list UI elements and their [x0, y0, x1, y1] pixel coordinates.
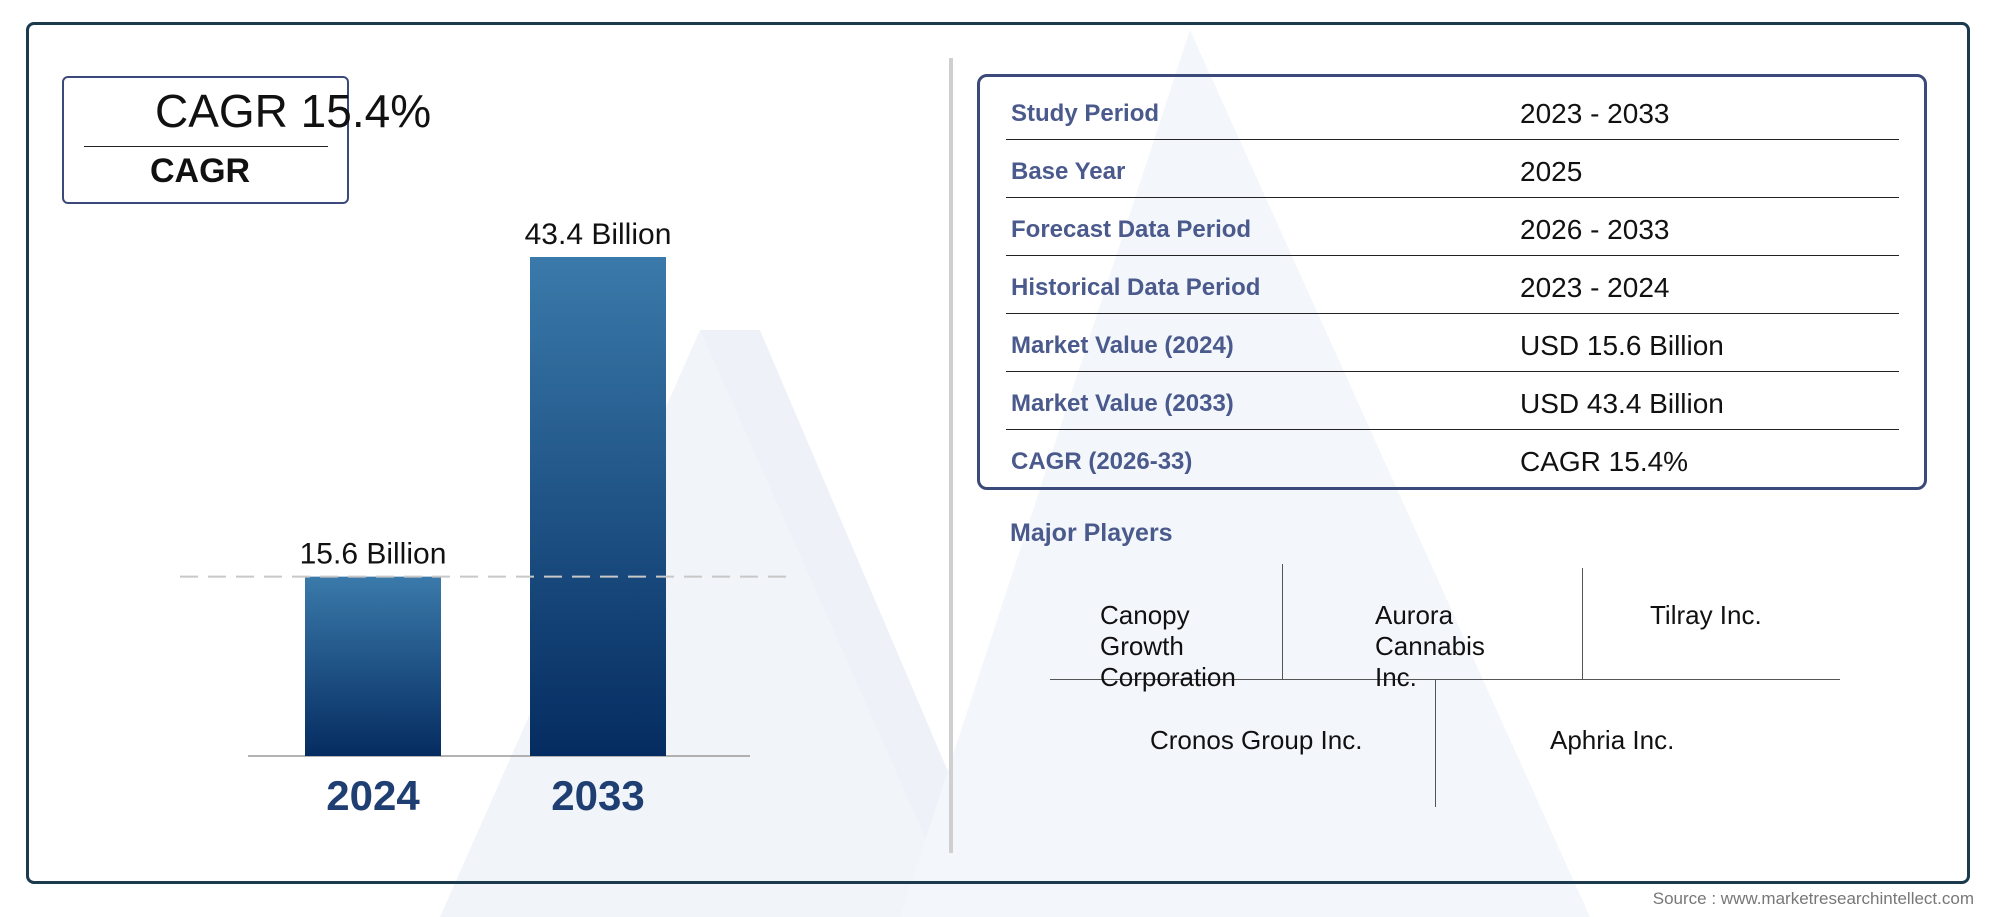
summary-row-label: Historical Data Period — [1011, 274, 1261, 301]
cagr-rule — [84, 146, 328, 147]
summary-row-value: 2026 - 2033 — [1520, 214, 1670, 245]
summary-row-label: CAGR (2026-33) — [1011, 448, 1193, 475]
summary-row-label: Market Value (2024) — [1011, 332, 1234, 359]
summary-row: Market Value (2024) USD 15.6 Billion — [1006, 314, 1899, 372]
summary-row: Market Value (2033) USD 43.4 Billion — [1006, 372, 1899, 430]
player-tilray: Tilray Inc. — [1650, 600, 1762, 630]
vertical-divider — [949, 58, 953, 853]
summary-panel — [977, 74, 1927, 490]
bar-data-label: 43.4 Billion — [525, 218, 672, 251]
summary-row-value: 2023 - 2033 — [1520, 98, 1670, 129]
summary-row: Base Year 2025 — [1006, 140, 1899, 198]
player-aurora-cannabis: Aurora Cannabis Inc. — [1375, 600, 1485, 692]
player-canopy-growth: Canopy Growth Corporation — [1100, 600, 1236, 692]
players-divider-3 — [1435, 680, 1436, 807]
bar-chart: 15.6 Billion 2024 43.4 Billion 2033 — [180, 218, 790, 819]
bar-2024 — [305, 576, 441, 756]
summary-row-label: Market Value (2033) — [1011, 390, 1234, 417]
players-divider-2 — [1582, 568, 1583, 680]
player-cronos-group: Cronos Group Inc. — [1150, 725, 1363, 755]
summary-row-label: Forecast Data Period — [1011, 216, 1252, 243]
major-players-title: Major Players — [1010, 519, 1173, 547]
summary-row: Historical Data Period 2023 - 2024 — [1006, 256, 1899, 314]
summary-row: CAGR (2026-33) CAGR 15.4% — [1006, 430, 1899, 488]
player-aphria: Aphria Inc. — [1550, 725, 1675, 755]
summary-row-value: USD 43.4 Billion — [1520, 388, 1724, 419]
cagr-label: CAGR — [150, 152, 251, 190]
bar-data-label: 15.6 Billion — [300, 538, 447, 571]
summary-row-label: Study Period — [1011, 100, 1160, 127]
bar-2033 — [530, 257, 666, 756]
cagr-box — [62, 76, 349, 204]
summary-row-value: USD 15.6 Billion — [1520, 330, 1724, 361]
players-divider-1 — [1282, 564, 1283, 680]
summary-row: Study Period 2023 - 2033 — [1006, 82, 1899, 140]
summary-row-value: CAGR 15.4% — [1520, 446, 1689, 477]
category-label: 2024 — [326, 772, 420, 819]
category-label: 2033 — [551, 772, 644, 819]
source-credit: Source : www.marketresearchintellect.com — [1652, 889, 1974, 908]
outer-frame — [26, 22, 1970, 884]
players-divider-horizontal — [1050, 679, 1840, 680]
summary-row: Forecast Data Period 2026 - 2033 — [1006, 198, 1899, 256]
summary-row-label: Base Year — [1011, 158, 1126, 185]
summary-row-value: 2025 — [1520, 156, 1583, 187]
cagr-value: CAGR 15.4% — [155, 85, 432, 137]
summary-row-value: 2023 - 2024 — [1520, 272, 1670, 303]
